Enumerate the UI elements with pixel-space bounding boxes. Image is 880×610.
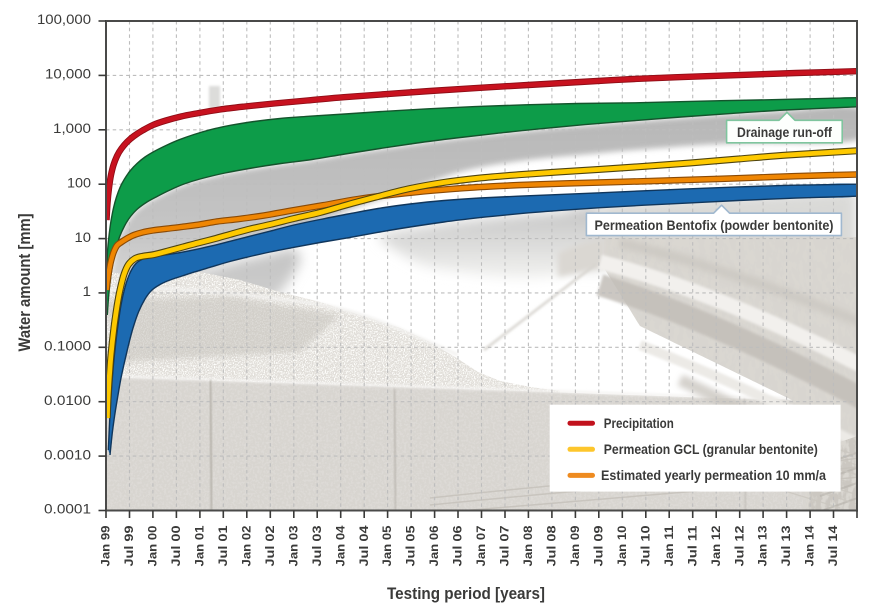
- svg-text:Jul 04: Jul 04: [357, 525, 371, 566]
- svg-text:Jul 10: Jul 10: [638, 525, 652, 566]
- svg-text:Jul 14: Jul 14: [826, 525, 840, 566]
- svg-text:Jul 07: Jul 07: [498, 525, 512, 566]
- svg-text:Jan 08: Jan 08: [521, 525, 535, 566]
- svg-text:Jul 99: Jul 99: [122, 525, 136, 566]
- svg-text:Jan 09: Jan 09: [568, 525, 582, 566]
- svg-text:Jan 13: Jan 13: [756, 525, 770, 566]
- svg-text:0.0100: 0.0100: [44, 392, 91, 408]
- svg-text:Jul 01: Jul 01: [216, 525, 230, 566]
- svg-text:Jul 00: Jul 00: [169, 525, 183, 566]
- svg-text:1: 1: [83, 283, 92, 299]
- svg-text:Jul 02: Jul 02: [263, 525, 277, 566]
- svg-text:Jul 08: Jul 08: [545, 525, 559, 566]
- svg-text:Jul 12: Jul 12: [732, 525, 746, 566]
- svg-text:1,000: 1,000: [53, 120, 91, 136]
- svg-text:Jan 01: Jan 01: [193, 525, 207, 566]
- svg-text:Jan 05: Jan 05: [380, 525, 394, 566]
- svg-text:Jan 00: Jan 00: [146, 525, 160, 566]
- svg-text:Jan 14: Jan 14: [803, 525, 817, 566]
- svg-text:Permeation GCL (granular bento: Permeation GCL (granular bentonite): [604, 441, 818, 457]
- svg-text:10,000: 10,000: [45, 66, 91, 82]
- svg-text:Jul 05: Jul 05: [404, 525, 418, 566]
- svg-text:Jan 10: Jan 10: [615, 525, 629, 566]
- svg-text:Drainage run-off: Drainage run-off: [737, 124, 832, 140]
- svg-text:Jan 99: Jan 99: [99, 525, 113, 566]
- svg-text:Jan 02: Jan 02: [239, 525, 253, 566]
- svg-text:Jan 04: Jan 04: [333, 525, 347, 566]
- svg-text:Jul 09: Jul 09: [591, 525, 605, 566]
- svg-text:Precipitation: Precipitation: [604, 415, 674, 431]
- svg-text:0.0001: 0.0001: [44, 501, 91, 517]
- svg-text:Jul 03: Jul 03: [310, 525, 324, 566]
- svg-text:100: 100: [67, 174, 91, 190]
- svg-text:Estimated yearly permeation 10: Estimated yearly permeation 10 mm/a: [601, 467, 826, 483]
- svg-text:Jan 07: Jan 07: [474, 525, 488, 566]
- svg-text:Jul 13: Jul 13: [779, 525, 793, 566]
- svg-text:Jan 03: Jan 03: [286, 525, 300, 566]
- svg-text:Jul 06: Jul 06: [451, 525, 465, 566]
- svg-text:Jan 12: Jan 12: [709, 525, 723, 566]
- svg-text:100,000: 100,000: [37, 11, 91, 27]
- svg-text:Permeation Bentofix (powder be: Permeation Bentofix (powder bentonite): [595, 217, 834, 233]
- svg-text:Jul 11: Jul 11: [685, 525, 699, 566]
- svg-text:0.1000: 0.1000: [44, 338, 91, 354]
- svg-text:Jan 11: Jan 11: [662, 525, 676, 566]
- svg-text:Jan 06: Jan 06: [427, 525, 441, 566]
- svg-text:Testing period [years]: Testing period [years]: [387, 585, 545, 603]
- svg-text:10: 10: [75, 229, 92, 245]
- svg-text:0.0010: 0.0010: [44, 446, 91, 462]
- svg-text:Water amount [mm]: Water amount [mm]: [16, 214, 34, 352]
